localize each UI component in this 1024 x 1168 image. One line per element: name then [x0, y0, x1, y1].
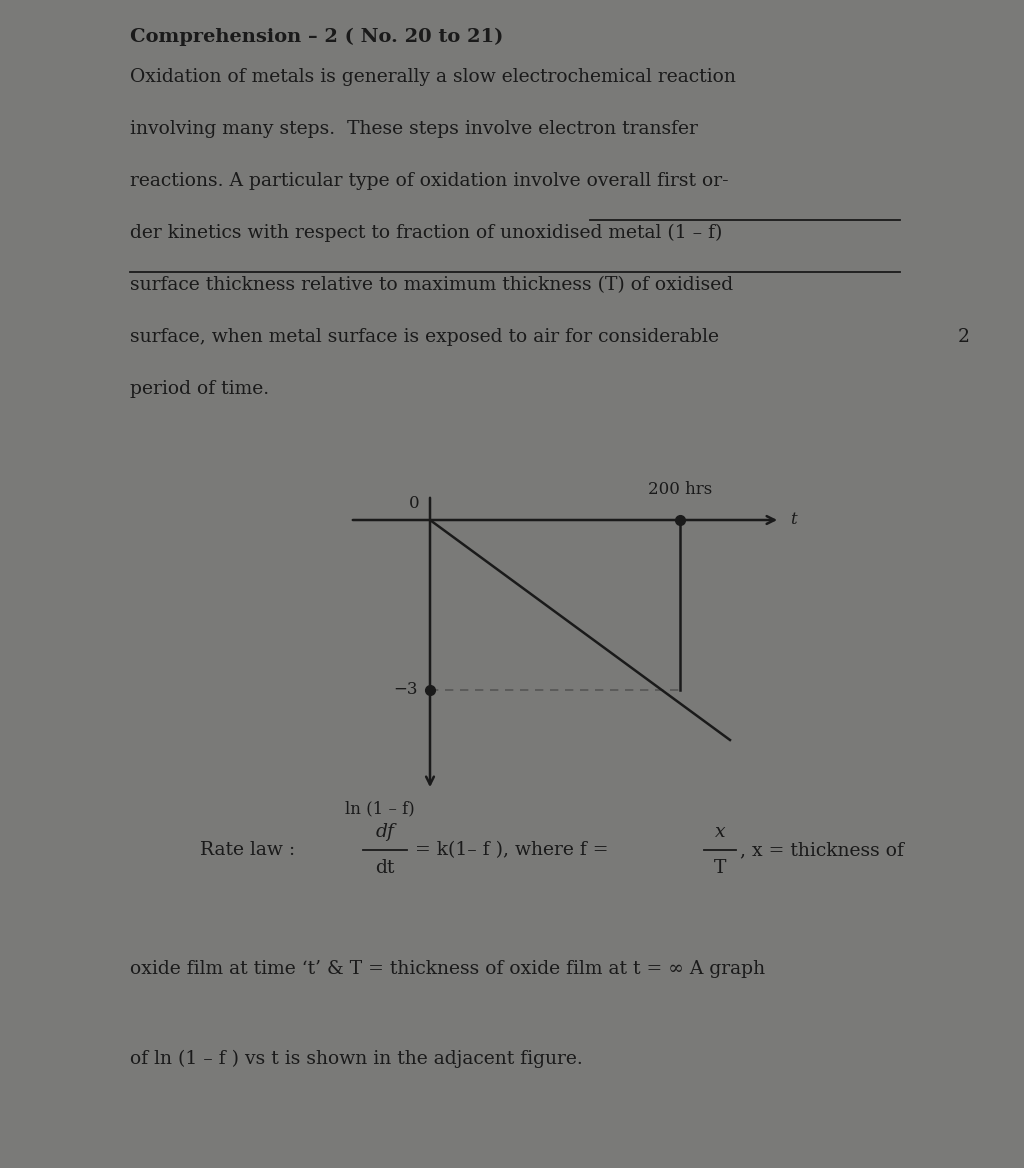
Text: df: df: [376, 823, 394, 841]
Text: involving many steps.  These steps involve electron transfer: involving many steps. These steps involv…: [130, 120, 698, 138]
Text: surface thickness relative to maximum thickness (T) of oxidised: surface thickness relative to maximum th…: [130, 276, 733, 294]
Text: 2: 2: [958, 328, 970, 346]
Text: t: t: [790, 512, 797, 528]
Text: 0: 0: [410, 495, 420, 512]
Text: der kinetics with respect to fraction of unoxidised metal (1 – f): der kinetics with respect to fraction of…: [130, 224, 722, 242]
Text: T: T: [714, 858, 726, 877]
Text: dt: dt: [376, 858, 394, 877]
Text: Rate law :: Rate law :: [200, 841, 301, 858]
Text: ln (1 – f): ln (1 – f): [345, 800, 415, 816]
Text: Oxidation of metals is generally a slow electrochemical reaction: Oxidation of metals is generally a slow …: [130, 68, 736, 86]
Text: period of time.: period of time.: [130, 380, 269, 398]
Text: of ln (1 – f ) vs t is shown in the adjacent figure.: of ln (1 – f ) vs t is shown in the adja…: [130, 1050, 583, 1069]
Text: oxide film at time ‘t’ & T = thickness of oxide film at t = ∞ A graph: oxide film at time ‘t’ & T = thickness o…: [130, 960, 765, 978]
Text: = k(1– f ), where f =: = k(1– f ), where f =: [415, 841, 608, 858]
Text: −3: −3: [393, 681, 418, 698]
Text: Comprehension – 2 ( No. 20 to 21): Comprehension – 2 ( No. 20 to 21): [130, 28, 504, 47]
Text: reactions. A particular type of oxidation involve overall first or-: reactions. A particular type of oxidatio…: [130, 172, 729, 190]
Text: 200 hrs: 200 hrs: [648, 481, 712, 498]
Text: surface, when metal surface is exposed to air for considerable: surface, when metal surface is exposed t…: [130, 328, 719, 346]
Text: , x = thickness of: , x = thickness of: [740, 841, 904, 858]
Text: x: x: [715, 823, 725, 841]
